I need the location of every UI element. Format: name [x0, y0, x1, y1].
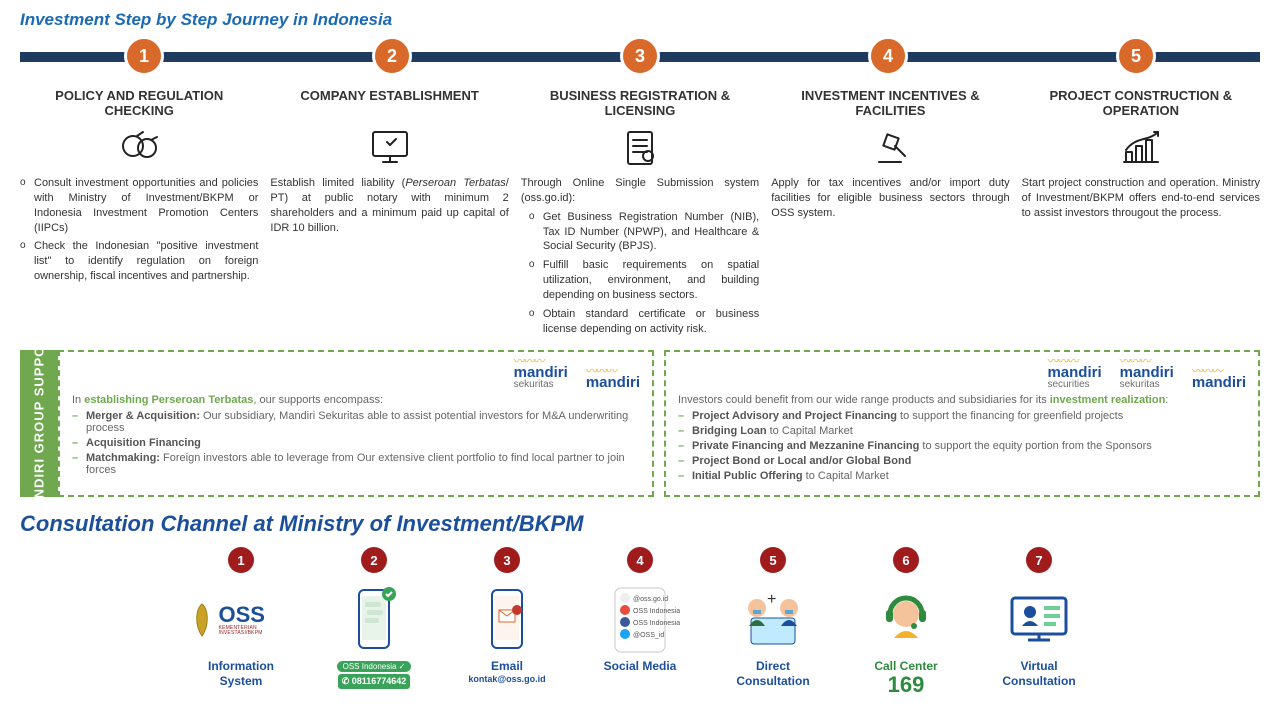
channel-4: 4@oss.go.idOSS IndonesiaOSS Indonesia@OS…	[588, 547, 693, 695]
channel-3: 3Emailkontak@oss.go.id	[455, 547, 560, 695]
support-box-right: 〰〰〰mandirisecurities 〰〰〰mandirisekuritas 〰…	[664, 350, 1260, 497]
channel-2: 2OSS Indonesia ✓✆ 08116774642	[322, 547, 427, 695]
step-body: Through Online Single Submission system …	[521, 176, 759, 336]
gavel-icon	[869, 128, 911, 168]
mandiri-logo: 〰〰〰mandirisekuritas	[1120, 355, 1174, 390]
step-title: INVESTMENT INCENTIVES & FACILITIES	[771, 88, 1009, 122]
svg-text:@oss.go.id: @oss.go.id	[633, 596, 668, 603]
step-body: Establish limited liability (Perseroan T…	[270, 176, 508, 235]
channel-1: 1OSSKEMENTERIAN INVESTASI/BKPMInformatio…	[189, 547, 294, 695]
policy-icon	[117, 128, 161, 168]
call-center-icon	[876, 592, 936, 648]
growth-icon	[1118, 128, 1164, 168]
channel-number: 6	[893, 547, 919, 573]
channel-number: 1	[228, 547, 254, 573]
monitor-icon	[367, 128, 413, 168]
step-circle-2: 2	[372, 36, 412, 76]
channel-number: 3	[494, 547, 520, 573]
channels-row: 1OSSKEMENTERIAN INVESTASI/BKPMInformatio…	[20, 547, 1260, 695]
mandiri-logo: 〰〰〰mandirisekuritas	[514, 355, 568, 390]
channel-6: 6Call Center169	[854, 547, 959, 695]
step-body: Apply for tax incentives and/or import d…	[771, 176, 1009, 221]
support-vertical-label: MANDIRI GROUP SUPPORT	[20, 350, 58, 497]
svg-text:OSS Indonesia: OSS Indonesia	[633, 608, 680, 615]
step-3: BUSINESS REGISTRATION & LICENSING Through…	[521, 88, 759, 340]
step-circle-5: 5	[1116, 36, 1156, 76]
step-circle-4: 4	[868, 36, 908, 76]
phone-chat-icon	[349, 584, 399, 656]
step-title: COMPANY ESTABLISHMENT	[270, 88, 508, 122]
step-1: POLICY AND REGULATION CHECKING Consult in…	[20, 88, 258, 340]
mandiri-logo: 〰〰〰mandirisecurities	[1047, 355, 1101, 390]
step-title: BUSINESS REGISTRATION & LICENSING	[521, 88, 759, 122]
channel-number: 4	[627, 547, 653, 573]
mandiri-logo: 〰〰〰mandiri	[586, 365, 640, 390]
step-5: PROJECT CONSTRUCTION & OPERATION Start pr…	[1022, 88, 1260, 340]
channel-5: 5+Direct Consultation	[721, 547, 826, 695]
steps-row: POLICY AND REGULATION CHECKING Consult in…	[20, 88, 1260, 340]
svg-text:@OSS_id: @OSS_id	[633, 632, 664, 639]
support-label-text: MANDIRI GROUP SUPPORT	[32, 327, 47, 521]
support-section: MANDIRI GROUP SUPPORT 〰〰〰mandirisekurita…	[20, 350, 1260, 497]
step-2: COMPANY ESTABLISHMENT Establish limited l…	[270, 88, 508, 340]
consultation-title: Consultation Channel at Ministry of Inve…	[20, 511, 1260, 537]
phone-mail-icon	[482, 584, 532, 656]
svg-text:+: +	[767, 591, 776, 608]
social-media-icon: @oss.go.idOSS IndonesiaOSS Indonesia@OSS…	[609, 584, 671, 656]
svg-text:OSS Indonesia: OSS Indonesia	[633, 620, 680, 627]
page: Investment Step by Step Journey in Indon…	[0, 0, 1280, 716]
steps-bar: 1 2 3 4 5	[20, 36, 1260, 80]
channel-number: 7	[1026, 547, 1052, 573]
channel-number: 2	[361, 547, 387, 573]
step-4: INVESTMENT INCENTIVES & FACILITIES Apply …	[771, 88, 1009, 340]
step-circle-3: 3	[620, 36, 660, 76]
step-circle-1: 1	[124, 36, 164, 76]
virtual-consult-icon	[1004, 590, 1074, 650]
channel-7: 7Virtual Consultation	[987, 547, 1092, 695]
step-title: PROJECT CONSTRUCTION & OPERATION	[1022, 88, 1260, 122]
garuda-icon	[189, 600, 215, 640]
support-box-left: 〰〰〰mandirisekuritas〰〰〰mandiriIn establis…	[58, 350, 654, 497]
step-body: Consult investment opportunities and pol…	[20, 176, 258, 284]
mandiri-logo: 〰〰〰mandiri	[1192, 365, 1246, 390]
direct-consult-icon: +	[733, 588, 813, 652]
channel-number: 5	[760, 547, 786, 573]
step-title: POLICY AND REGULATION CHECKING	[20, 88, 258, 122]
main-title: Investment Step by Step Journey in Indon…	[20, 10, 1260, 30]
step-body: Start project construction and operation…	[1022, 176, 1260, 221]
document-icon	[620, 128, 660, 168]
